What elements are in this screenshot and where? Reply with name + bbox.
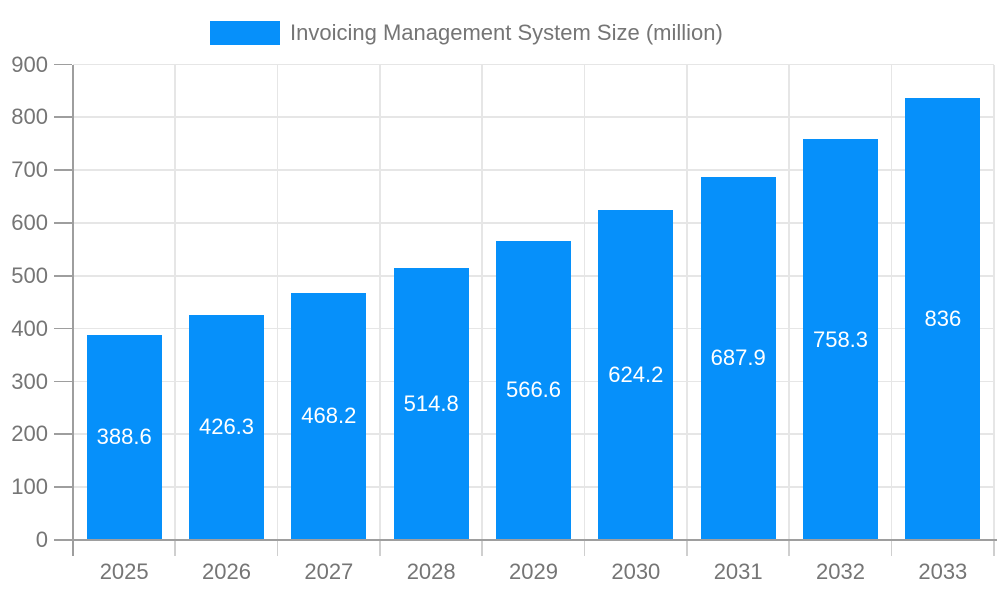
x-axis-tick <box>583 540 586 556</box>
bar[interactable]: 426.3 <box>189 314 264 540</box>
gridline-vertical <box>890 64 893 540</box>
x-axis-label: 2027 <box>304 559 354 584</box>
gridline-horizontal <box>73 169 994 171</box>
bar-value-label: 514.8 <box>403 390 459 416</box>
y-axis-tick <box>54 433 72 436</box>
y-axis-tick <box>54 380 72 383</box>
x-axis-tick <box>686 540 688 556</box>
bar-value-label: 624.2 <box>608 362 664 388</box>
bar-value-label: 758.3 <box>812 326 869 352</box>
gridline-vertical <box>174 64 177 540</box>
bar-value-label: 468.2 <box>301 403 357 429</box>
gridline-vertical <box>481 64 484 540</box>
x-axis-tick <box>890 540 893 556</box>
bar-value-label: 426.3 <box>198 414 255 440</box>
gridline-vertical <box>686 64 688 540</box>
x-axis-label: 2025 <box>99 559 149 584</box>
bar[interactable]: 836 <box>905 98 981 540</box>
y-axis-label: 300 <box>11 368 48 394</box>
y-axis-tick <box>54 169 72 171</box>
y-axis-label: 0 <box>35 527 48 552</box>
gridline-vertical <box>379 64 381 540</box>
x-axis-tick <box>481 540 484 556</box>
bar[interactable]: 468.2 <box>291 292 367 540</box>
x-axis-label: 2028 <box>406 559 456 584</box>
x-axis-tick <box>993 540 995 556</box>
y-axis-tick <box>54 63 72 66</box>
bar[interactable]: 687.9 <box>700 176 776 540</box>
gridline-horizontal <box>73 116 994 119</box>
x-axis-line <box>71 539 997 541</box>
x-axis-tick <box>174 540 177 556</box>
gridline-vertical <box>276 64 279 540</box>
x-axis-label: 2031 <box>713 559 763 584</box>
x-axis-tick <box>276 540 279 556</box>
y-axis-tick <box>54 274 72 277</box>
bar-value-label: 836 <box>924 306 962 332</box>
gridline-vertical <box>788 64 791 540</box>
x-axis-label: 2032 <box>816 559 865 584</box>
x-axis-tick <box>788 540 791 556</box>
y-axis-label: 600 <box>11 210 48 235</box>
bar-value-label: 566.6 <box>505 377 562 403</box>
legend-swatch <box>210 21 280 45</box>
y-axis-label: 500 <box>11 262 48 288</box>
bar[interactable]: 566.6 <box>496 240 571 540</box>
x-axis-tick <box>379 540 381 556</box>
bar-value-label: 388.6 <box>96 424 152 450</box>
bar[interactable]: 758.3 <box>803 139 878 540</box>
x-axis-label: 2026 <box>202 559 251 584</box>
bar-value-label: 687.9 <box>710 345 766 371</box>
y-axis-label: 900 <box>11 51 48 77</box>
bar[interactable]: 388.6 <box>86 334 162 540</box>
gridline-horizontal <box>73 222 994 224</box>
y-axis-tick <box>54 486 72 488</box>
gridline-horizontal <box>73 63 994 66</box>
y-axis-tick <box>54 116 72 119</box>
legend-label: Invoicing Management System Size (millio… <box>290 20 723 45</box>
y-axis-label: 800 <box>11 104 48 130</box>
y-axis-tick <box>54 539 72 541</box>
gridline-vertical <box>583 64 586 540</box>
y-axis-label: 700 <box>11 157 48 183</box>
y-axis-line <box>71 64 74 556</box>
x-axis-label: 2029 <box>509 559 558 584</box>
x-axis-label: 2033 <box>918 559 968 584</box>
x-axis-label: 2030 <box>611 559 661 584</box>
bar[interactable]: 514.8 <box>393 268 469 540</box>
legend[interactable]: Invoicing Management System Size (millio… <box>210 21 723 45</box>
y-axis-label: 400 <box>11 315 48 341</box>
bar[interactable]: 624.2 <box>598 210 674 540</box>
gridline-vertical <box>993 64 995 540</box>
y-axis-tick <box>54 327 72 330</box>
y-axis-label: 200 <box>11 421 48 447</box>
y-axis-tick <box>54 222 72 224</box>
y-axis-label: 100 <box>11 474 48 500</box>
